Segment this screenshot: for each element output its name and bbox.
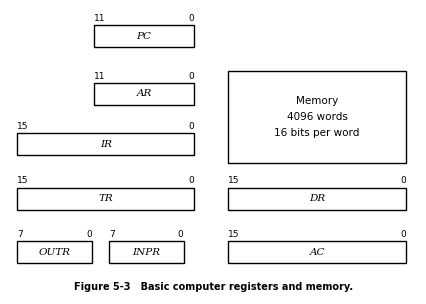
Text: 0: 0 <box>399 176 405 185</box>
Text: 0: 0 <box>188 71 194 81</box>
Text: AR: AR <box>136 89 152 98</box>
Text: INPR: INPR <box>132 247 160 257</box>
Text: 7: 7 <box>17 230 23 239</box>
Text: OUTR: OUTR <box>38 247 70 257</box>
Text: 0: 0 <box>399 230 405 239</box>
Text: 0: 0 <box>178 230 183 239</box>
Bar <box>17 188 194 210</box>
Text: 7: 7 <box>109 230 114 239</box>
Text: 0: 0 <box>188 176 194 185</box>
Bar <box>228 71 405 163</box>
Text: IR: IR <box>99 140 112 149</box>
Text: Figure 5-3   Basic computer registers and memory.: Figure 5-3 Basic computer registers and … <box>74 282 352 292</box>
Bar <box>94 83 194 105</box>
Text: 15: 15 <box>17 122 29 131</box>
Text: TR: TR <box>98 194 113 203</box>
Text: 11: 11 <box>94 71 105 81</box>
Text: PC: PC <box>136 32 151 41</box>
Bar <box>228 241 405 263</box>
Bar <box>109 241 183 263</box>
Text: 15: 15 <box>228 176 239 185</box>
Text: 0: 0 <box>86 230 92 239</box>
Text: 15: 15 <box>228 230 239 239</box>
Bar <box>228 188 405 210</box>
Text: Memory
4096 words
16 bits per word: Memory 4096 words 16 bits per word <box>274 96 359 138</box>
Bar <box>94 25 194 47</box>
Text: DR: DR <box>308 194 325 203</box>
Bar <box>17 133 194 155</box>
Text: 0: 0 <box>188 122 194 131</box>
Text: 15: 15 <box>17 176 29 185</box>
Text: AC: AC <box>308 247 324 257</box>
Bar <box>17 241 92 263</box>
Text: 11: 11 <box>94 14 105 23</box>
Text: 0: 0 <box>188 14 194 23</box>
